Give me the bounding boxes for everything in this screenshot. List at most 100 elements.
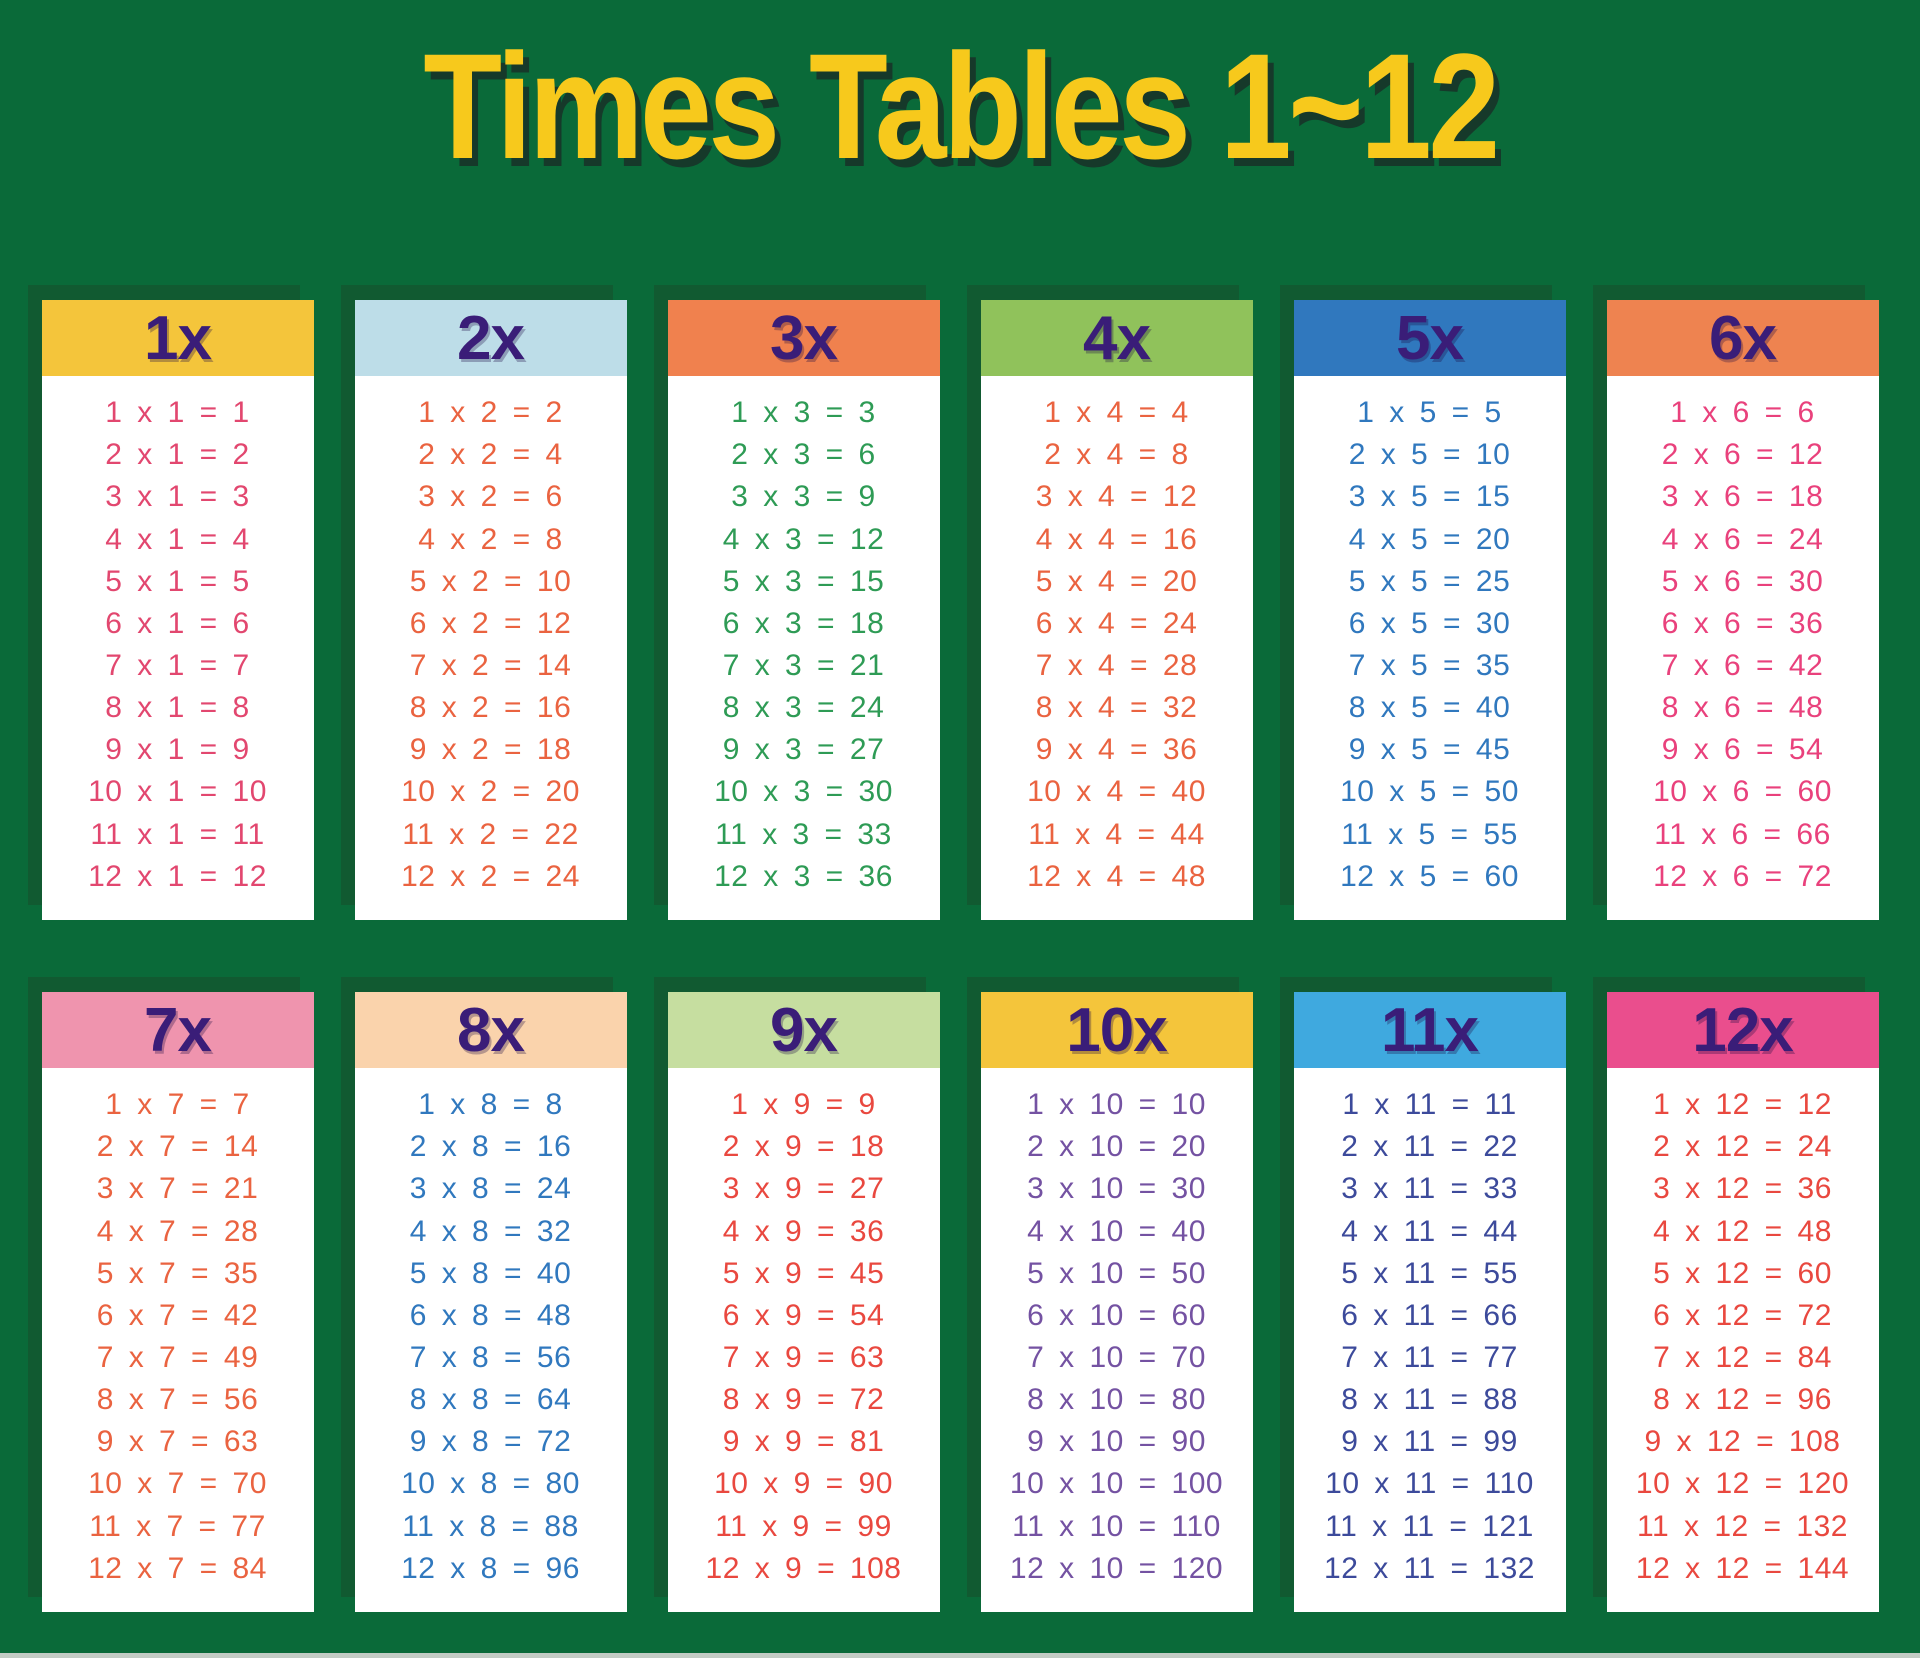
multiplication-fact: 2 x 10 = 20 [1027,1130,1206,1164]
multiplication-fact: 3 x 6 = 18 [1661,480,1824,514]
multiplication-fact: 6 x 8 = 48 [409,1298,572,1332]
multiplication-fact: 1 x 5 = 5 [1357,396,1502,430]
times-tables-grid: 1x 1 x 1 = 1 2 x 1 = 2 3 x 1 = 3 4 x 1 = 4 5… [0,300,1920,1612]
multiplication-fact: 9 x 12 = 108 [1644,1425,1841,1459]
multiplication-fact: 7 x 1 = 7 [105,648,250,682]
multiplication-fact: 6 x 5 = 30 [1348,606,1511,640]
multiplication-fact: 12 x 10 = 120 [1009,1551,1224,1585]
multiplication-fact: 3 x 11 = 33 [1341,1172,1518,1206]
multiplication-fact: 5 x 11 = 55 [1341,1256,1518,1290]
multiplication-fact: 3 x 10 = 30 [1027,1172,1206,1206]
multiplication-fact: 5 x 1 = 5 [105,564,250,598]
card-header-label: 7x [144,995,212,1065]
multiplication-fact: 4 x 6 = 24 [1661,522,1824,556]
poster-title: Times Tables 1~12 [423,22,1500,190]
multiplication-fact: 4 x 3 = 12 [722,522,885,556]
multiplication-fact: 6 x 3 = 18 [722,606,885,640]
multiplication-fact: 5 x 9 = 45 [722,1256,885,1290]
multiplication-fact: 10 x 4 = 40 [1027,775,1206,809]
multiplication-fact: 10 x 9 = 90 [714,1467,893,1501]
multiplication-fact: 1 x 11 = 11 [1342,1088,1517,1122]
multiplication-fact: 5 x 6 = 30 [1661,564,1824,598]
card-header-label: 5x [1396,303,1464,373]
multiplication-fact: 4 x 11 = 44 [1341,1214,1518,1248]
multiplication-fact: 11 x 7 = 77 [89,1509,266,1543]
card-header: 6x [1606,300,1879,376]
multiplication-fact: 1 x 12 = 12 [1653,1088,1832,1122]
multiplication-fact: 12 x 1 = 12 [88,859,267,893]
multiplication-fact: 2 x 1 = 2 [105,438,250,472]
card-header: 10x [980,992,1253,1068]
multiplication-fact: 7 x 11 = 77 [1341,1340,1518,1374]
multiplication-fact: 6 x 4 = 24 [1035,606,1198,640]
multiplication-fact: 6 x 7 = 42 [96,1298,259,1332]
multiplication-fact: 8 x 11 = 88 [1341,1383,1518,1417]
times-table-card: 7x 1 x 7 = 7 2 x 7 = 14 3 x 7 = 21 4 x 7 = … [41,992,314,1612]
times-table-card: 12x 1 x 12 = 12 2 x 12 = 24 3 x 12 = 36 4 x… [1606,992,1879,1612]
card-header-label: 10x [1066,995,1167,1065]
multiplication-fact: 10 x 7 = 70 [88,1467,267,1501]
multiplication-fact: 7 x 8 = 56 [409,1340,572,1374]
multiplication-fact: 5 x 2 = 10 [409,564,572,598]
card-header: 12x [1606,992,1879,1068]
times-table-card: 5x 1 x 5 = 5 2 x 5 = 10 3 x 5 = 15 4 x 5 = … [1293,300,1566,920]
multiplication-fact: 1 x 6 = 6 [1670,396,1815,430]
multiplication-fact: 12 x 2 = 24 [401,859,580,893]
multiplication-fact: 7 x 12 = 84 [1653,1340,1832,1374]
card-header-label: 8x [457,995,525,1065]
multiplication-fact: 4 x 8 = 32 [409,1214,572,1248]
multiplication-fact: 1 x 4 = 4 [1044,396,1189,430]
card-header: 3x [667,300,940,376]
multiplication-fact: 6 x 6 = 36 [1661,606,1824,640]
multiplication-fact: 10 x 6 = 60 [1653,775,1832,809]
multiplication-fact: 5 x 7 = 35 [96,1256,259,1290]
multiplication-fact: 6 x 2 = 12 [409,606,572,640]
card-header: 2x [354,300,627,376]
multiplication-fact: 9 x 4 = 36 [1035,733,1198,767]
multiplication-fact: 12 x 9 = 108 [705,1551,902,1585]
multiplication-fact: 7 x 3 = 21 [722,648,885,682]
multiplication-fact: 11 x 9 = 99 [715,1509,892,1543]
multiplication-fact: 7 x 5 = 35 [1348,648,1511,682]
multiplication-fact: 4 x 4 = 16 [1035,522,1198,556]
multiplication-fact: 7 x 10 = 70 [1027,1340,1206,1374]
multiplication-fact: 2 x 4 = 8 [1044,438,1189,472]
multiplication-fact: 5 x 10 = 50 [1027,1256,1206,1290]
multiplication-fact: 2 x 5 = 10 [1348,438,1511,472]
multiplication-fact: 1 x 7 = 7 [105,1088,250,1122]
card-header-label: 2x [457,303,525,373]
multiplication-fact: 6 x 9 = 54 [722,1298,885,1332]
multiplication-fact: 7 x 6 = 42 [1661,648,1824,682]
multiplication-fact: 8 x 4 = 32 [1035,691,1198,725]
card-header-label: 4x [1083,303,1151,373]
card-body: 1 x 1 = 1 2 x 1 = 2 3 x 1 = 3 4 x 1 = 4 5 x … [42,376,314,920]
card-body: 1 x 7 = 7 2 x 7 = 14 3 x 7 = 21 4 x 7 = 28 5… [42,1068,314,1612]
times-table-card: 1x 1 x 1 = 1 2 x 1 = 2 3 x 1 = 3 4 x 1 = 4 5… [41,300,314,920]
times-table-card: 9x 1 x 9 = 9 2 x 9 = 18 3 x 9 = 27 4 x 9 = … [667,992,940,1612]
multiplication-fact: 8 x 7 = 56 [96,1383,259,1417]
multiplication-fact: 7 x 7 = 49 [96,1340,259,1374]
card-header: 8x [354,992,627,1068]
multiplication-fact: 9 x 5 = 45 [1348,733,1511,767]
multiplication-fact: 7 x 2 = 14 [409,648,572,682]
multiplication-fact: 1 x 1 = 1 [105,396,250,430]
multiplication-fact: 3 x 3 = 9 [731,480,876,514]
card-header-label: 1x [144,303,212,373]
times-table-card: 6x 1 x 6 = 6 2 x 6 = 12 3 x 6 = 18 4 x 6 = … [1606,300,1879,920]
multiplication-fact: 10 x 8 = 80 [401,1467,580,1501]
multiplication-fact: 6 x 11 = 66 [1341,1298,1518,1332]
multiplication-fact: 11 x 12 = 132 [1637,1509,1848,1543]
multiplication-fact: 4 x 2 = 8 [418,522,563,556]
card-body: 1 x 9 = 9 2 x 9 = 18 3 x 9 = 27 4 x 9 = 36 5… [668,1068,940,1612]
multiplication-fact: 11 x 3 = 33 [715,817,892,851]
multiplication-fact: 9 x 3 = 27 [722,733,885,767]
multiplication-fact: 1 x 10 = 10 [1027,1088,1206,1122]
multiplication-fact: 2 x 12 = 24 [1653,1130,1832,1164]
card-body: 1 x 10 = 10 2 x 10 = 20 3 x 10 = 30 4 x 10 … [981,1068,1253,1612]
multiplication-fact: 12 x 7 = 84 [88,1551,267,1585]
multiplication-fact: 9 x 6 = 54 [1661,733,1824,767]
multiplication-fact: 3 x 12 = 36 [1653,1172,1832,1206]
multiplication-fact: 6 x 12 = 72 [1653,1298,1832,1332]
card-body: 1 x 8 = 8 2 x 8 = 16 3 x 8 = 24 4 x 8 = 32 5… [355,1068,627,1612]
multiplication-fact: 12 x 5 = 60 [1340,859,1519,893]
